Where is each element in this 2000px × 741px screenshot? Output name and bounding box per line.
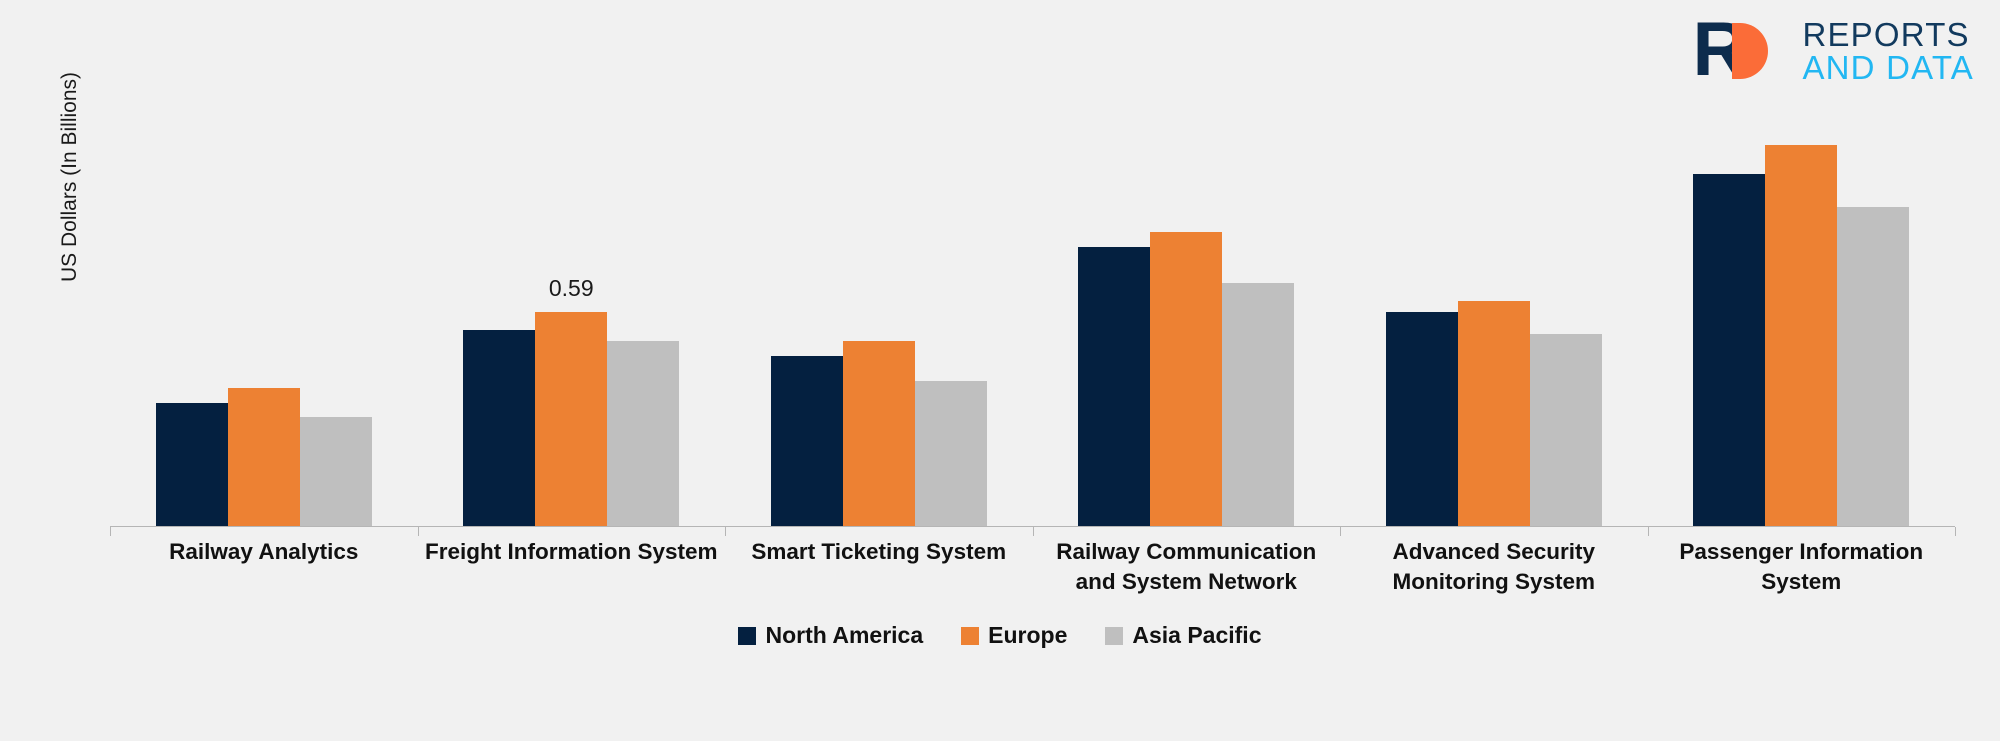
x-axis-tick bbox=[110, 527, 111, 536]
logo-letter-d-stem bbox=[1732, 23, 1742, 79]
x-axis-tick-label: Passenger Information System bbox=[1679, 539, 1924, 594]
y-axis-label: US Dollars (In Billions) bbox=[58, 71, 81, 283]
bar[interactable] bbox=[299, 417, 372, 526]
x-axis-tick-label: Railway Analytics bbox=[169, 539, 359, 564]
legend-swatch-icon bbox=[961, 626, 980, 645]
bar[interactable] bbox=[1693, 174, 1766, 526]
x-axis-tick bbox=[725, 527, 726, 536]
bar-group bbox=[1033, 120, 1341, 526]
x-axis-tick bbox=[1647, 527, 1649, 536]
legend-label: Europe bbox=[988, 622, 1068, 648]
x-axis-tick-label: Railway Communication and System Network bbox=[1056, 539, 1317, 594]
legend-swatch-icon bbox=[1105, 626, 1124, 645]
bar[interactable] bbox=[1078, 246, 1151, 526]
legend-item[interactable]: Europe bbox=[961, 622, 1067, 649]
x-axis-tick bbox=[417, 527, 419, 536]
bar[interactable] bbox=[1457, 301, 1530, 526]
bar-group: 0.59 bbox=[418, 120, 726, 526]
legend-swatch-icon bbox=[738, 626, 757, 645]
legend-label: Asia Pacific bbox=[1132, 622, 1262, 648]
logo-wordmark: REPORTS AND DATA bbox=[1802, 18, 1974, 84]
bar[interactable] bbox=[535, 312, 608, 526]
brand-logo: R REPORTS AND DATA bbox=[1692, 12, 1974, 88]
legend-item[interactable]: Asia Pacific bbox=[1105, 622, 1262, 649]
x-axis-tick-label: Freight Information System bbox=[424, 539, 718, 564]
chart-legend: North America Europe Asia Pacific bbox=[0, 622, 2000, 649]
bar-group bbox=[1648, 120, 1956, 526]
bar[interactable] bbox=[1765, 145, 1838, 526]
bar-group bbox=[110, 120, 418, 526]
bar[interactable] bbox=[770, 355, 843, 526]
logo-wordmark-line1: REPORTS bbox=[1802, 16, 1970, 53]
bar-group bbox=[1340, 120, 1648, 526]
logo-mark-icon: R bbox=[1692, 12, 1788, 88]
chart-plot-area: 0.59 bbox=[110, 120, 1955, 526]
bar[interactable] bbox=[463, 330, 536, 526]
bar[interactable] bbox=[607, 341, 680, 526]
x-axis-tick-label: Advanced Security Monitoring System bbox=[1392, 539, 1596, 594]
bar[interactable] bbox=[1529, 333, 1602, 526]
bar[interactable] bbox=[914, 381, 987, 526]
x-axis-tick bbox=[1340, 527, 1341, 536]
bar-value-label: 0.59 bbox=[548, 275, 594, 302]
bar-group bbox=[725, 120, 1033, 526]
legend-item[interactable]: North America bbox=[738, 622, 923, 649]
x-axis-category-labels: Railway Analytics Freight Information Sys… bbox=[110, 537, 1955, 597]
bar[interactable] bbox=[1150, 232, 1223, 526]
legend-label: North America bbox=[765, 622, 924, 648]
x-axis-tick bbox=[1955, 527, 1956, 536]
bar[interactable] bbox=[155, 402, 228, 526]
bar[interactable] bbox=[1222, 283, 1295, 526]
logo-wordmark-line2: AND DATA bbox=[1802, 49, 1974, 86]
bar[interactable] bbox=[1385, 312, 1458, 526]
bar[interactable] bbox=[1837, 207, 1910, 526]
x-axis-line bbox=[110, 526, 1955, 527]
bar[interactable] bbox=[227, 388, 300, 526]
x-axis-tick bbox=[1032, 527, 1034, 536]
x-axis-tick-label: Smart Ticketing System bbox=[751, 539, 1007, 564]
bar[interactable] bbox=[842, 341, 915, 526]
